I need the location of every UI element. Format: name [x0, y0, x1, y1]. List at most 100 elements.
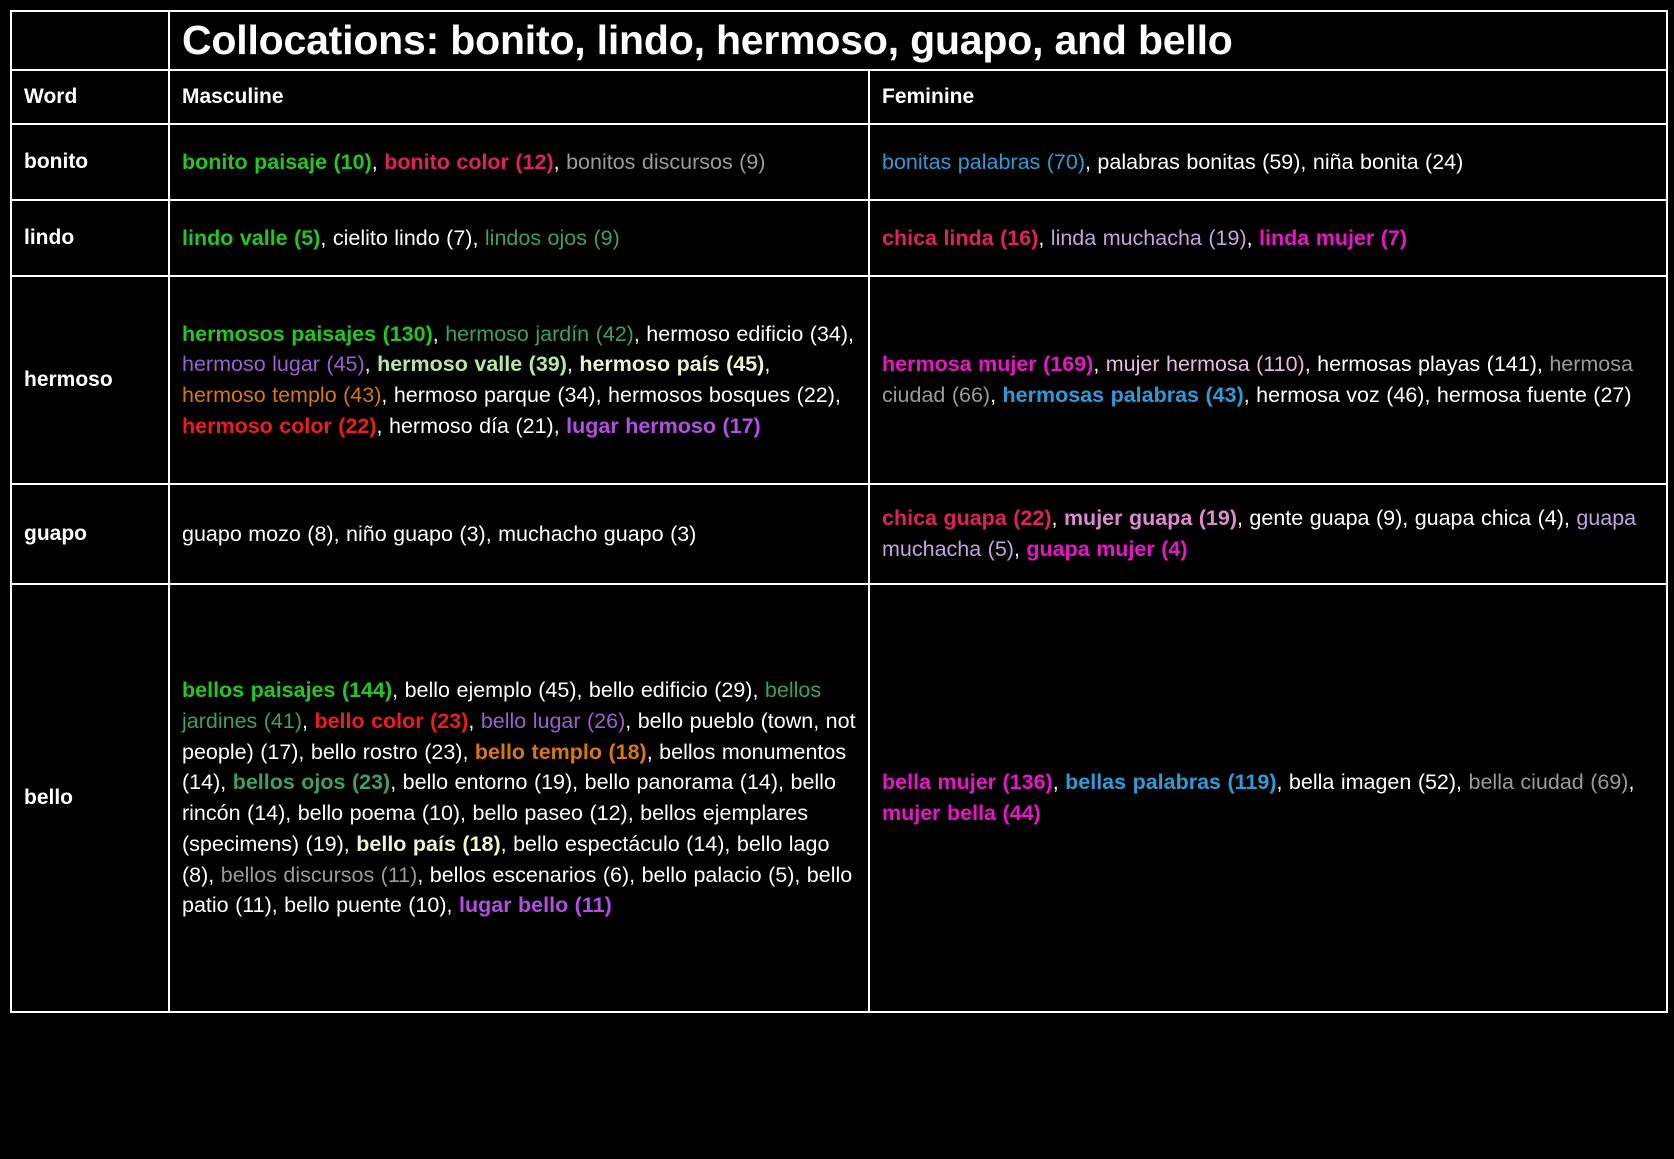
- header-label-feminine: Feminine: [882, 85, 975, 109]
- collocation-list-feminine: bonitas palabras (70), palabras bonitas …: [882, 147, 1656, 178]
- feminine-cell: chica linda (16), linda muchacha (19), l…: [868, 199, 1668, 278]
- feminine-cell: chica guapa (22), mujer guapa (19), gent…: [868, 483, 1668, 586]
- title-left-spacer-cell: [10, 9, 170, 72]
- collocation-list-masculine: lindo valle (5), cielito lindo (7), lind…: [182, 223, 858, 254]
- collocation-segment: ,: [990, 383, 1003, 408]
- collocation-segment: , bello ejemplo (45), bello edificio (29…: [392, 678, 765, 703]
- collocation-list-masculine: bonito paisaje (10), bonito color (12), …: [182, 147, 858, 178]
- collocation-segment: hermosa ciudad (66): [882, 352, 1633, 408]
- collocation-segment: , cielito lindo (7),: [320, 225, 485, 250]
- collocation-segment: hermosas palabras (43): [1002, 383, 1244, 408]
- page-title: Collocations: bonito, lindo, hermoso, gu…: [182, 17, 1233, 63]
- title-row: Collocations: bonito, lindo, hermoso, gu…: [10, 9, 1668, 72]
- collocation-segment: hermoso jardín (42): [445, 321, 634, 346]
- masculine-cell: bonito paisaje (10), bonito color (12), …: [168, 123, 870, 202]
- table-row: bello bellos paisajes (144), bello ejemp…: [10, 583, 1668, 1014]
- word-label: bonito: [24, 150, 89, 174]
- collocation-segment: ,: [1038, 225, 1051, 250]
- table-body: Collocations: bonito, lindo, hermoso, gu…: [10, 9, 1668, 1014]
- collocation-segment: , bellos escenarios (6), bello palacio (…: [182, 862, 853, 918]
- collocation-segment: hermoso lugar (45): [182, 352, 365, 377]
- collocation-segment: lindos ojos (9): [484, 225, 620, 250]
- collocation-segment: bonito paisaje (10): [182, 149, 372, 174]
- slide-root: Collocations: bonito, lindo, hermoso, gu…: [0, 9, 1674, 1159]
- collocation-list-masculine: guapo mozo (8), niño guapo (3), muchacho…: [182, 519, 858, 550]
- table-row: bonito bonito paisaje (10), bonito color…: [10, 123, 1668, 202]
- collocation-segment: hermoso país (45): [579, 352, 765, 377]
- collocation-segment: bellos discursos (11): [220, 862, 418, 887]
- collocations-table: Collocations: bonito, lindo, hermoso, gu…: [10, 9, 1668, 1014]
- collocation-segment: ,: [432, 321, 446, 346]
- collocation-segment: linda mujer (7): [1259, 225, 1408, 250]
- collocation-segment: bello templo (18): [474, 739, 647, 764]
- collocation-segment: lugar hermoso (17): [566, 413, 761, 438]
- collocation-segment: ,: [1013, 537, 1027, 562]
- header-cell-word: Word: [10, 69, 170, 126]
- collocation-segment: bellos ojos (23): [232, 770, 391, 795]
- title-cell: Collocations: bonito, lindo, hermoso, gu…: [168, 9, 1668, 72]
- collocation-segment: , hermoso parque (34), hermosos bosques …: [381, 383, 841, 408]
- word-cell: hermoso: [10, 275, 170, 486]
- word-cell: bello: [10, 583, 170, 1014]
- header-label-masculine: Masculine: [182, 85, 284, 109]
- collocation-segment: bello color (23): [314, 708, 469, 733]
- collocation-segment: bello país (18): [356, 831, 501, 856]
- collocation-segment: hermoso valle (39): [377, 352, 567, 377]
- word-label: guapo: [24, 522, 87, 546]
- collocation-segment: bello lugar (26): [480, 708, 626, 733]
- collocation-list-masculine: bellos paisajes (144), bello ejemplo (45…: [182, 675, 858, 921]
- collocation-segment: ,: [1052, 770, 1066, 795]
- collocation-segment: , hermosas playas (141),: [1304, 352, 1550, 377]
- collocation-segment: bellos paisajes (144): [182, 678, 393, 703]
- masculine-cell: bellos paisajes (144), bello ejemplo (45…: [168, 583, 870, 1014]
- collocation-segment: chica linda (16): [882, 225, 1039, 250]
- header-label-word: Word: [24, 85, 78, 109]
- collocation-segment: , palabras bonitas (59), niña bonita (24…: [1084, 149, 1464, 174]
- table-row: hermoso hermosos paisajes (130), hermoso…: [10, 275, 1668, 486]
- collocation-segment: hermoso color (22): [182, 413, 377, 438]
- word-label: bello: [24, 786, 74, 810]
- collocation-segment: , hermosa voz (46), hermosa fuente (27): [1243, 383, 1632, 408]
- masculine-cell: hermosos paisajes (130), hermoso jardín …: [168, 275, 870, 486]
- feminine-cell: bonitas palabras (70), palabras bonitas …: [868, 123, 1668, 202]
- collocation-segment: hermoso templo (43): [182, 383, 382, 408]
- table-row: lindo lindo valle (5), cielito lindo (7)…: [10, 199, 1668, 278]
- collocation-segment: mujer bella (44): [882, 801, 1041, 826]
- collocation-segment: , bella imagen (52),: [1276, 770, 1469, 795]
- header-cell-masculine: Masculine: [168, 69, 870, 126]
- collocation-segment: ,: [302, 708, 315, 733]
- masculine-cell: guapo mozo (8), niño guapo (3), muchacho…: [168, 483, 870, 586]
- header-row: Word Masculine Feminine: [10, 69, 1668, 126]
- collocation-segment: ,: [364, 352, 378, 377]
- word-label: hermoso: [24, 368, 113, 392]
- collocation-segment: chica guapa (22): [882, 506, 1052, 531]
- collocation-segment: ,: [1246, 225, 1260, 250]
- collocation-segment: bonitas palabras (70): [882, 149, 1085, 174]
- collocation-segment: , gente guapa (9), guapa chica (4),: [1236, 506, 1577, 531]
- collocation-segment: hermosos paisajes (130): [182, 321, 433, 346]
- collocation-segment: guapa muchacha (5): [882, 506, 1637, 562]
- collocation-segment: ,: [371, 149, 385, 174]
- collocation-segment: linda muchacha (19): [1050, 225, 1247, 250]
- collocation-segment: guapa mujer (4): [1026, 537, 1188, 562]
- collocation-segment: mujer hermosa (110): [1105, 352, 1305, 377]
- collocation-segment: lindo valle (5): [182, 225, 321, 250]
- masculine-cell: lindo valle (5), cielito lindo (7), lind…: [168, 199, 870, 278]
- collocation-segment: bella mujer (136): [882, 770, 1053, 795]
- collocation-segment: ,: [553, 149, 567, 174]
- collocation-segment: guapo mozo (8), niño guapo (3), muchacho…: [182, 521, 697, 546]
- feminine-cell: hermosa mujer (169), mujer hermosa (110)…: [868, 275, 1668, 486]
- collocation-segment: ,: [1051, 506, 1064, 531]
- collocation-list-masculine: hermosos paisajes (130), hermoso jardín …: [182, 319, 858, 442]
- table-row: guapo guapo mozo (8), niño guapo (3), mu…: [10, 483, 1668, 586]
- word-cell: bonito: [10, 123, 170, 202]
- collocation-segment: ,: [764, 352, 771, 377]
- collocation-segment: bella ciudad (69): [1468, 770, 1629, 795]
- word-cell: guapo: [10, 483, 170, 586]
- collocation-list-feminine: bella mujer (136), bellas palabras (119)…: [882, 767, 1656, 828]
- collocation-segment: , bello espectáculo (14), bello lago (8)…: [182, 831, 830, 887]
- collocation-segment: ,: [1093, 352, 1106, 377]
- collocation-segment: ,: [566, 352, 580, 377]
- collocation-segment: ,: [468, 708, 481, 733]
- word-label: lindo: [24, 226, 75, 250]
